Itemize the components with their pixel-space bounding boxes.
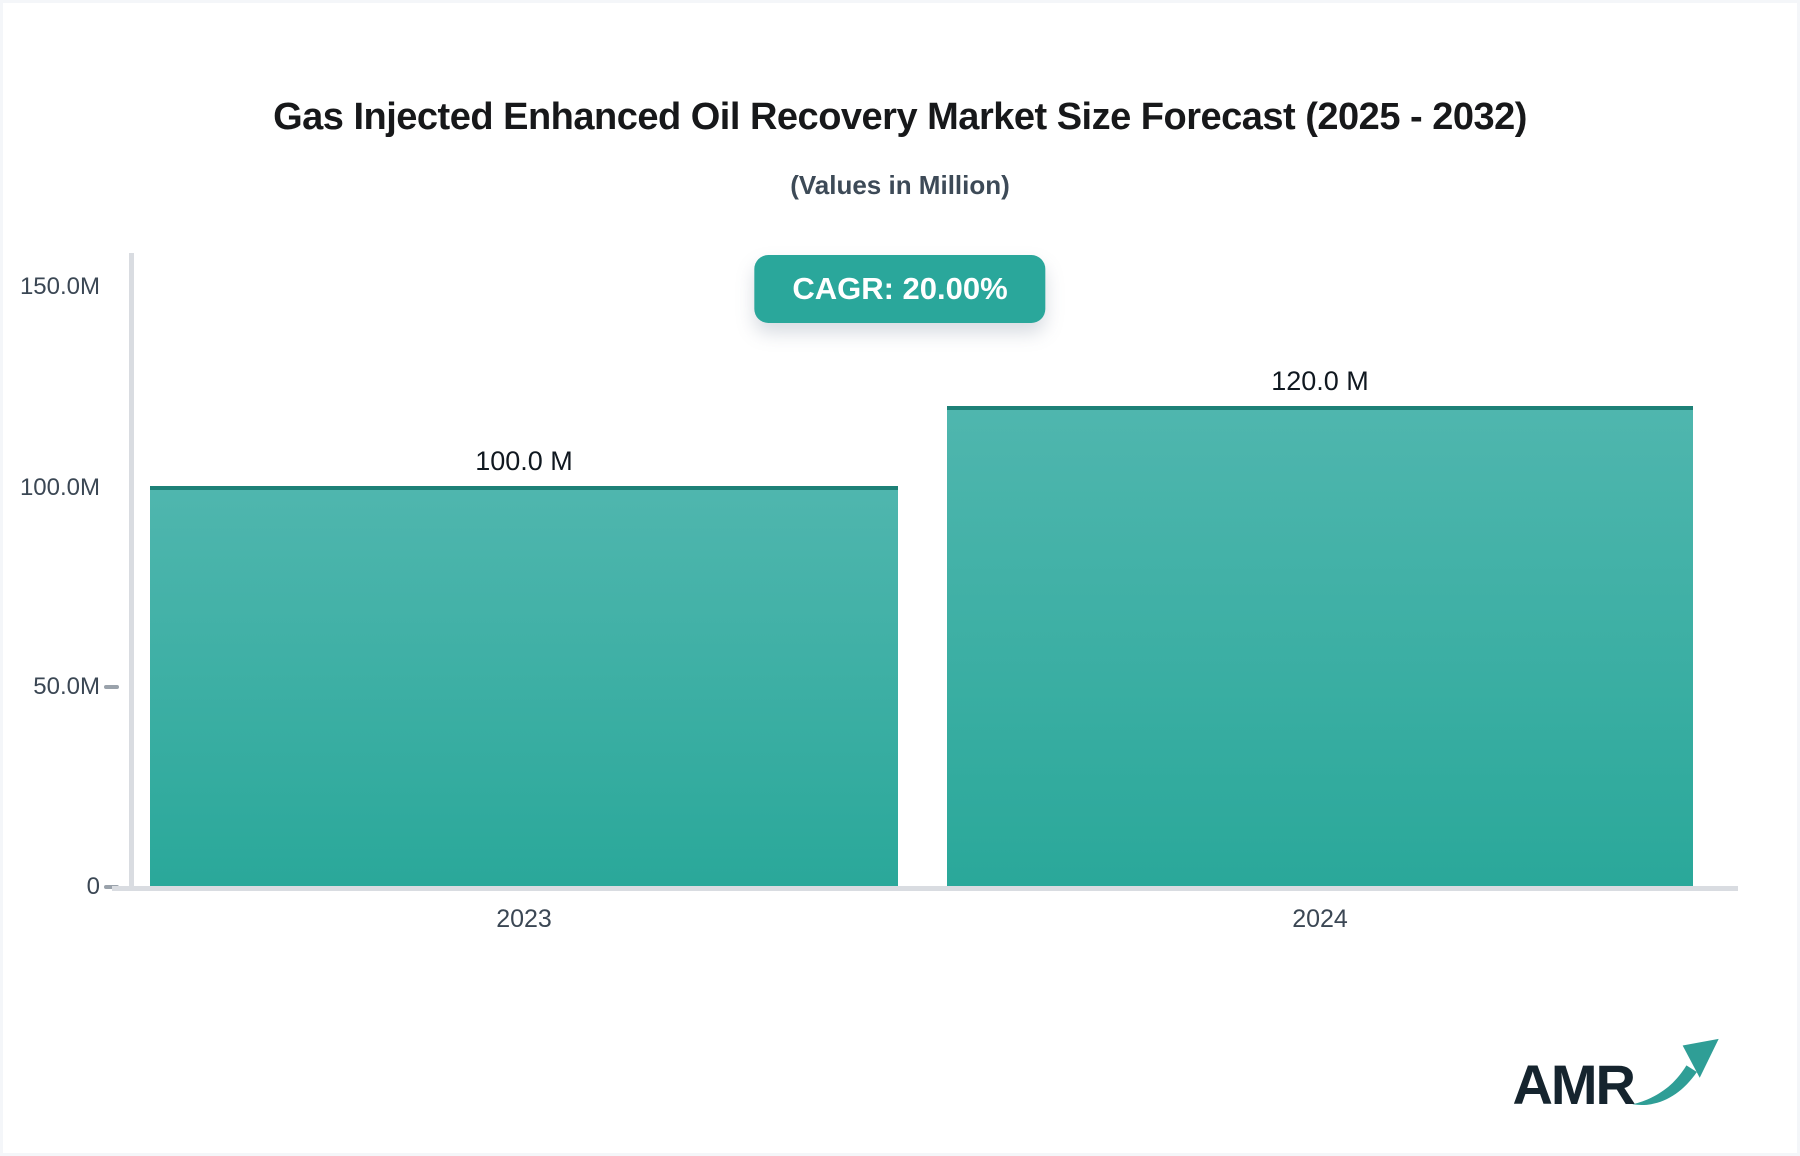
y-axis-line	[129, 253, 134, 890]
brand-logo: AMR	[1512, 1036, 1722, 1114]
cagr-badge: CAGR: 20.00%	[754, 255, 1046, 323]
y-tick-label-0: 0	[86, 873, 100, 900]
chart-subtitle: (Values in Million)	[790, 170, 1010, 200]
x-tick-label-2023: 2023	[496, 905, 552, 933]
bar-2023: 100.0 M	[150, 446, 898, 886]
y-tick-label-100: 100.0M	[19, 474, 100, 501]
chart-title: Gas Injected Enhanced Oil Recovery Marke…	[273, 96, 1527, 138]
bar-value-label-2024: 120.0 M	[1271, 366, 1369, 396]
growth-arrow-icon	[1632, 1038, 1719, 1106]
bar-value-label-2023: 100.0 M	[475, 446, 573, 476]
y-tick-label-150: 150.0M	[19, 273, 100, 300]
x-tick-label-2024: 2024	[1292, 905, 1348, 933]
y-tick-label-50: 50.0M	[33, 673, 100, 700]
y-tick-mark-50	[104, 685, 119, 689]
bar-2024: 120.0 M	[947, 366, 1693, 886]
y-tick-mark-0	[104, 885, 119, 889]
x-axis-line	[112, 886, 1738, 891]
brand-logo-text: AMR	[1512, 1053, 1636, 1116]
